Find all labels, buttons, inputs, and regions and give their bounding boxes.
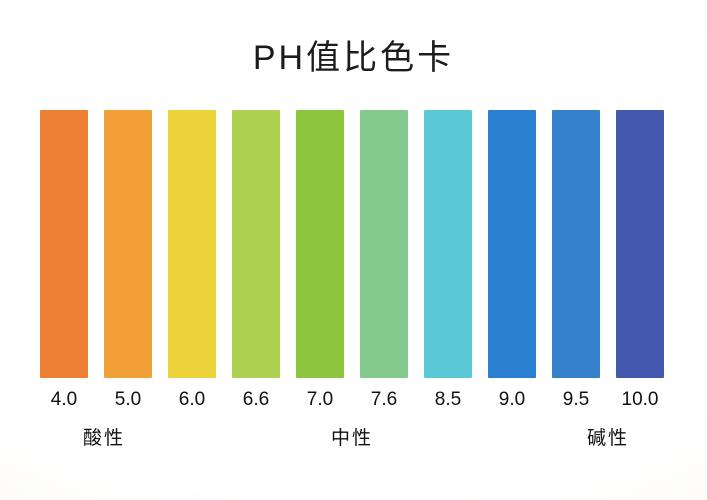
bar-column: [168, 110, 216, 378]
bar-column: [552, 110, 600, 378]
ph-color-swatch: [232, 110, 280, 378]
bar-column: [360, 110, 408, 378]
bar-column: [104, 110, 152, 378]
ph-color-swatch: [168, 110, 216, 378]
ph-value-label: 4.0: [50, 389, 78, 410]
ph-color-swatch: [488, 110, 536, 378]
category-label-acidic: 酸性: [82, 428, 125, 449]
ph-color-swatch: [104, 110, 152, 378]
ph-value-axis: 4.0 5.0 6.0 6.6 7.0 7.6 8.5 9.0 9.5 10.0: [40, 388, 667, 412]
ph-value-label: 8.5: [434, 389, 462, 410]
ph-value-label: 9.5: [562, 389, 590, 410]
ph-color-swatch: [424, 110, 472, 378]
ph-category-axis: 酸性 中性 碱性: [40, 425, 667, 453]
ph-value-label: 9.0: [498, 389, 526, 410]
category-label-neutral: 中性: [330, 428, 373, 449]
bar-column: [424, 110, 472, 378]
bar-column: [232, 110, 280, 378]
ph-color-swatch: [616, 110, 664, 378]
ph-value-label: 10.0: [621, 389, 659, 410]
ph-color-swatch: [40, 110, 88, 378]
color-bar-chart: [40, 110, 667, 378]
category-label-alkaline: 碱性: [586, 428, 629, 449]
ph-value-label: 6.0: [178, 389, 206, 410]
bar-column: [296, 110, 344, 378]
ph-value-label: 7.6: [370, 389, 398, 410]
ph-value-label: 6.6: [242, 389, 270, 410]
bar-column: [616, 110, 664, 378]
bar-column: [40, 110, 88, 378]
page-title: PH值比色卡: [252, 39, 455, 77]
ph-value-label: 7.0: [306, 389, 334, 410]
ph-value-label: 5.0: [114, 389, 142, 410]
ph-color-swatch: [552, 110, 600, 378]
ph-color-swatch: [360, 110, 408, 378]
ph-color-swatch: [296, 110, 344, 378]
bar-column: [488, 110, 536, 378]
